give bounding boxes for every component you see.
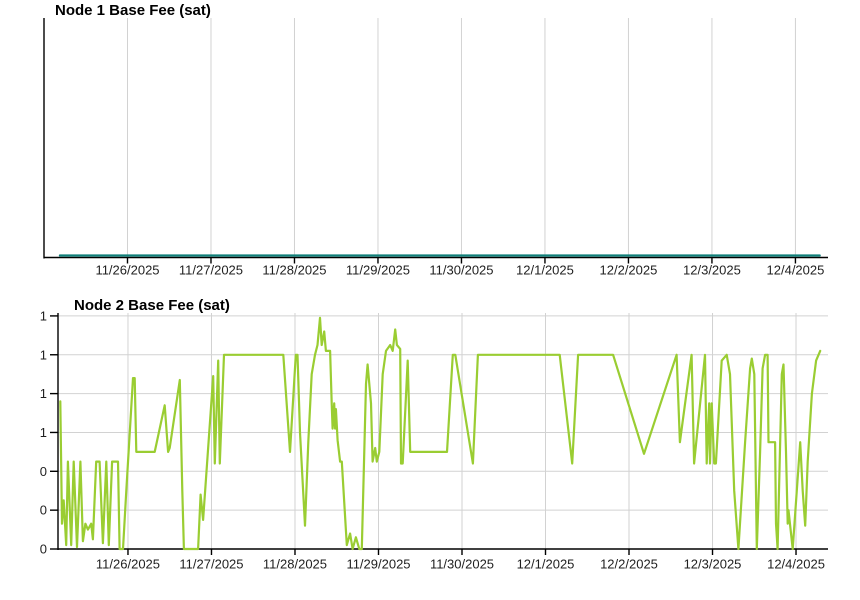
x-tick-label: 12/2/2025 <box>600 262 658 277</box>
x-tick-label: 11/27/2025 <box>179 262 243 277</box>
y-tick-label: 1 <box>40 425 47 440</box>
x-tick-label: 11/28/2025 <box>263 556 327 571</box>
x-tick-label: 12/3/2025 <box>684 556 742 571</box>
x-tick-label: 11/30/2025 <box>429 262 493 277</box>
chart1-title: Node 1 Base Fee (sat) <box>55 2 211 19</box>
x-tick-label: 11/27/2025 <box>179 556 243 571</box>
y-tick-label: 0 <box>40 542 47 557</box>
x-tick-label: 11/26/2025 <box>96 556 160 571</box>
x-tick-label: 11/30/2025 <box>430 556 494 571</box>
x-tick-label: 12/4/2025 <box>767 556 825 571</box>
y-tick-label: 0 <box>40 464 47 479</box>
x-tick-label: 12/4/2025 <box>767 262 825 277</box>
x-tick-label: 11/29/2025 <box>346 262 410 277</box>
chart2-title: Node 2 Base Fee (sat) <box>74 297 230 314</box>
x-tick-label: 12/2/2025 <box>600 556 658 571</box>
y-tick-label: 1 <box>40 347 47 362</box>
x-tick-label: 11/28/2025 <box>262 262 326 277</box>
x-tick-label: 12/1/2025 <box>517 556 575 571</box>
y-tick-label: 1 <box>40 308 47 323</box>
x-tick-label: 12/3/2025 <box>683 262 741 277</box>
x-tick-label: 12/1/2025 <box>516 262 574 277</box>
x-tick-label: 11/26/2025 <box>95 262 159 277</box>
series-line-2 <box>59 316 822 551</box>
y-tick-label: 0 <box>40 503 47 518</box>
x-tick-label: 11/29/2025 <box>346 556 410 571</box>
y-tick-label: 1 <box>40 386 47 401</box>
